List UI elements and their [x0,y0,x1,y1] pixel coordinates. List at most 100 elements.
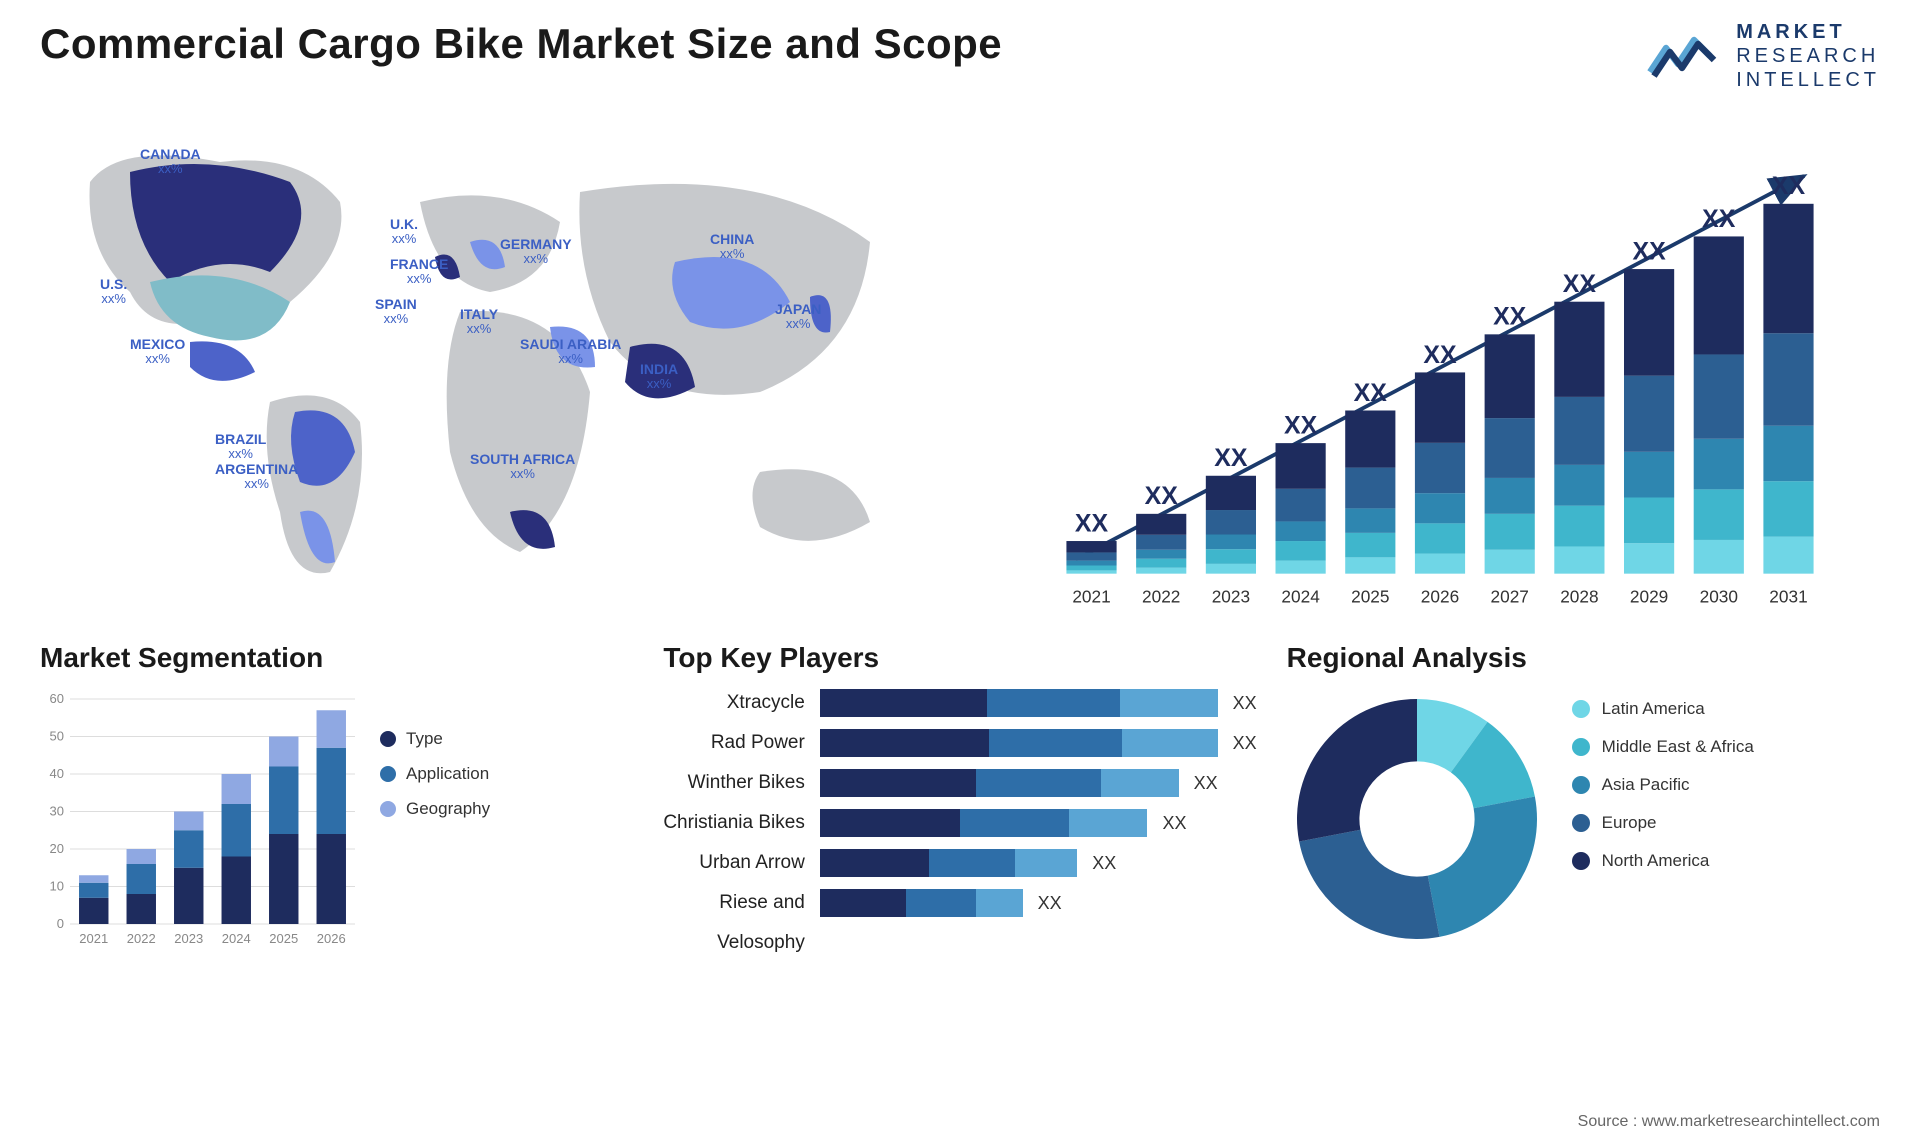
svg-text:2026: 2026 [1421,586,1459,606]
map-label: SOUTH AFRICAxx% [470,452,575,482]
regional-title: Regional Analysis [1287,642,1880,674]
player-bar-segment [989,729,1122,757]
player-bar-segment [987,689,1120,717]
svg-text:XX: XX [1075,509,1109,537]
svg-text:30: 30 [50,804,64,819]
svg-text:60: 60 [50,691,64,706]
regional-legend-item: Europe [1572,813,1754,833]
top-row: CANADAxx%U.S.xx%MEXICOxx%BRAZILxx%ARGENT… [40,112,1880,612]
map-label: MEXICOxx% [130,337,185,367]
player-bar-segment [820,809,960,837]
player-bar-segment [1122,729,1218,757]
svg-text:2023: 2023 [1212,586,1250,606]
segmentation-legend-item: Application [380,764,490,784]
map-label: JAPANxx% [775,302,821,332]
players-title: Top Key Players [663,642,1256,674]
player-bar-segment [976,769,1101,797]
segmentation-title: Market Segmentation [40,642,633,674]
player-label: Christiania Bikes [663,809,805,837]
player-bar-segment [976,889,1023,917]
map-label: CHINAxx% [710,232,754,262]
svg-text:2031: 2031 [1769,586,1807,606]
svg-text:20: 20 [50,841,64,856]
svg-text:2021: 2021 [79,931,108,946]
player-bar [820,769,1179,797]
source-text: Source : www.marketresearchintellect.com [1578,1113,1880,1131]
segmentation-legend: Type Application Geography [380,689,490,949]
svg-text:2022: 2022 [127,931,156,946]
svg-text:XX: XX [1772,172,1806,200]
player-bar-segment [960,809,1069,837]
logo: MARKET RESEARCH INTELLECT [1646,20,1880,92]
svg-text:2021: 2021 [1072,586,1110,606]
player-bar-row: XX [820,689,1257,717]
svg-text:2025: 2025 [269,931,298,946]
svg-text:0: 0 [57,916,64,931]
legend-dot-icon [1572,852,1590,870]
svg-text:XX: XX [1354,379,1388,407]
players-bars: XXXXXXXXXXXX [820,689,1257,957]
growth-chart: XX 2021 XX 2022 XX 2023 XX 2024 XX 2025 XX 2026 XX 20… [1000,112,1880,612]
legend-label: North America [1602,851,1710,871]
svg-text:2030: 2030 [1700,586,1738,606]
player-bar-row: XX [820,729,1257,757]
map-label: SAUDI ARABIAxx% [520,337,621,367]
legend-dot-icon [1572,776,1590,794]
svg-text:XX: XX [1493,303,1527,331]
regional-donut [1287,689,1547,949]
legend-label: Type [406,729,443,749]
map-label: GERMANYxx% [500,237,572,267]
player-bar-segment [1015,849,1077,877]
svg-text:2027: 2027 [1491,586,1529,606]
regional-legend-item: Asia Pacific [1572,775,1754,795]
player-bar-segment [820,689,988,717]
map-label: BRAZILxx% [215,432,266,462]
legend-dot-icon [380,766,396,782]
player-bar-segment [1120,689,1218,717]
svg-text:XX: XX [1214,444,1248,472]
svg-text:2024: 2024 [222,931,251,946]
logo-mark-icon [1646,31,1726,81]
svg-text:2024: 2024 [1281,586,1320,606]
svg-text:XX: XX [1563,270,1597,298]
logo-line2: RESEARCH [1736,44,1880,68]
svg-text:XX: XX [1145,482,1179,510]
player-label: Winther Bikes [663,769,805,797]
legend-label: Application [406,764,489,784]
players-panel: Top Key Players XtracycleRad PowerWinthe… [663,642,1256,957]
player-bar [820,729,1218,757]
map-label: U.S.xx% [100,277,127,307]
legend-dot-icon [380,801,396,817]
regional-panel: Regional Analysis Latin America Middle Ea… [1287,642,1880,957]
svg-text:XX: XX [1423,341,1457,369]
segmentation-legend-item: Geography [380,799,490,819]
player-label: Urban Arrow [663,849,805,877]
player-bar-segment [906,889,976,917]
map-label: INDIAxx% [640,362,678,392]
player-label: Riese and [663,889,805,917]
player-bar-row: XX [820,889,1257,917]
regional-legend-item: Latin America [1572,699,1754,719]
logo-text: MARKET RESEARCH INTELLECT [1736,20,1880,92]
legend-label: Latin America [1602,699,1705,719]
player-bar-row [820,929,1257,957]
world-map: CANADAxx%U.S.xx%MEXICOxx%BRAZILxx%ARGENT… [40,112,960,612]
regional-legend-item: Middle East & Africa [1572,737,1754,757]
map-label: FRANCExx% [390,257,448,287]
svg-text:2026: 2026 [317,931,346,946]
player-bar [820,809,1148,837]
player-bar-segment [820,729,989,757]
map-label: CANADAxx% [140,147,201,177]
player-bar-segment [820,889,906,917]
svg-text:2022: 2022 [1142,586,1180,606]
player-bar-segment [820,769,976,797]
player-value: XX [1233,693,1257,714]
player-value: XX [1092,853,1116,874]
svg-text:2025: 2025 [1351,586,1389,606]
map-label: ITALYxx% [460,307,498,337]
svg-text:2023: 2023 [174,931,203,946]
player-bar-row: XX [820,769,1257,797]
legend-label: Asia Pacific [1602,775,1690,795]
growth-svg: XX 2021 XX 2022 XX 2023 XX 2024 XX 2025 XX 2026 XX 20… [1000,152,1880,612]
svg-text:XX: XX [1702,205,1736,233]
